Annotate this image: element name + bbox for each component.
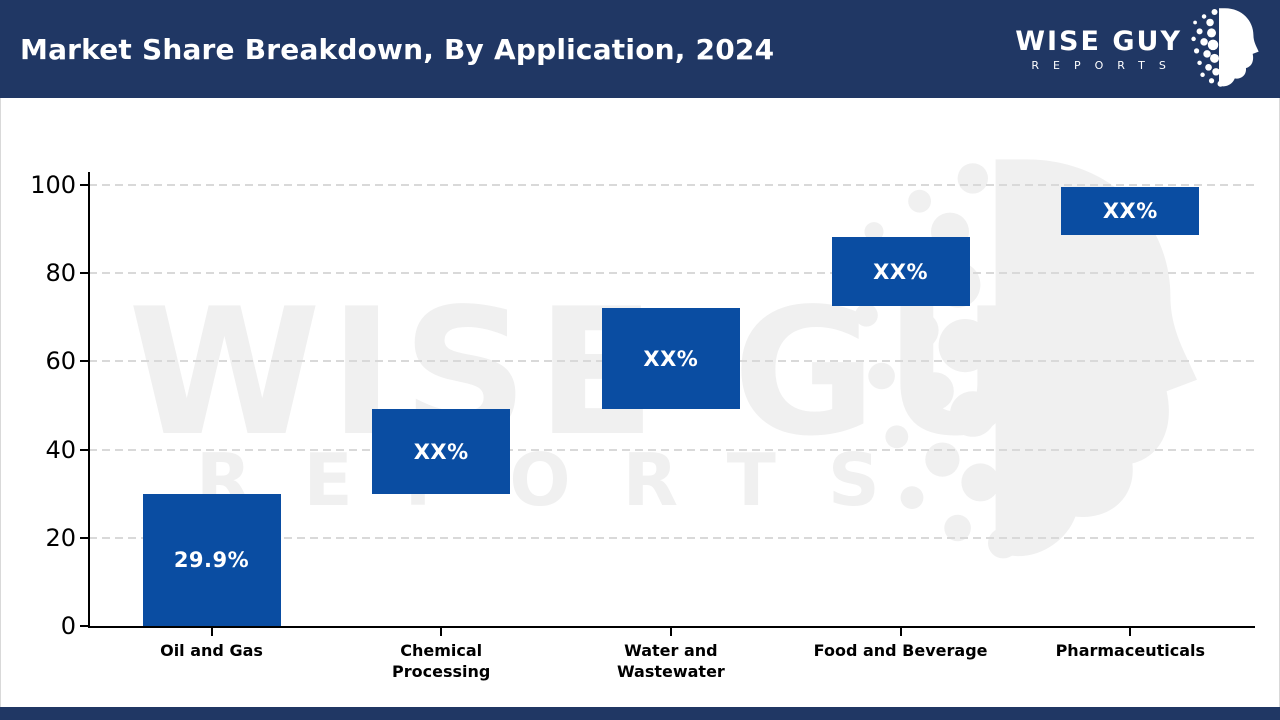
y-tick-mark	[80, 184, 89, 186]
page-border-left	[0, 0, 1, 720]
bar-food-and-beverage: XX%	[831, 237, 970, 307]
x-category-label-line: Water and	[624, 641, 718, 660]
y-tick-mark	[80, 360, 89, 363]
y-tick-label: 100	[30, 171, 76, 199]
y-tick-mark	[80, 448, 89, 451]
y-tick-mark	[80, 272, 89, 275]
y-tick-label: 60	[45, 347, 76, 376]
x-category-label: Oil and Gas	[92, 640, 332, 661]
logo-brand-sub: REPORTS	[1031, 59, 1180, 72]
wise-guy-logo: WISE GUY REPORTS	[1015, 6, 1266, 92]
x-tick-mark	[210, 627, 213, 636]
header-bar: Market Share Breakdown, By Application, …	[0, 0, 1280, 98]
x-category-label-line: Processing	[392, 662, 491, 681]
x-category-label: Food and Beverage	[781, 640, 1021, 661]
bar-value-label: XX%	[413, 439, 469, 464]
y-tick-mark	[80, 536, 89, 539]
gridline-20	[89, 536, 1258, 539]
y-tick-label: 40	[45, 435, 76, 464]
x-tick-mark	[440, 627, 443, 636]
x-tick-mark	[1129, 627, 1132, 636]
logo-brand-name: WISE GUY	[1015, 26, 1182, 57]
bar-oil-and-gas: 29.9%	[142, 494, 281, 626]
bar-value-label: XX%	[1102, 199, 1158, 223]
gridline-80	[89, 272, 1258, 275]
y-tick-label: 20	[45, 523, 76, 552]
x-tick-mark	[669, 627, 672, 636]
y-tick-label: 0	[60, 612, 76, 640]
footer-bar	[0, 707, 1280, 720]
logo-text: WISE GUY REPORTS	[1015, 26, 1182, 72]
watermark-text-secondary: REPORTS	[196, 438, 932, 522]
x-category-label-line: Wastewater	[616, 662, 725, 681]
bar-chemical-processing: XX%	[372, 409, 511, 495]
gridline-40	[89, 448, 1258, 451]
y-tick-mark	[80, 625, 89, 627]
y-axis-line	[87, 172, 90, 628]
x-category-label-line: Chemical	[400, 641, 483, 660]
x-category-label: Pharmaceuticals	[1010, 640, 1250, 661]
bar-pharmaceuticals: XX%	[1061, 186, 1200, 236]
bar-value-label: XX%	[873, 259, 929, 284]
bar-value-label: XX%	[643, 346, 699, 371]
x-category-label: Chemical Processing	[321, 640, 561, 682]
y-tick-label: 80	[45, 259, 76, 288]
logo-face-icon	[1191, 8, 1259, 87]
x-axis-line	[87, 625, 1255, 628]
x-category-label-line: Food and Beverage	[813, 641, 988, 660]
x-category-label-line: Oil and Gas	[160, 641, 263, 660]
x-tick-mark	[899, 627, 902, 636]
x-category-label-line: Pharmaceuticals	[1055, 641, 1205, 660]
bar-water-and-wastewater: XX%	[601, 308, 740, 409]
page-title: Market Share Breakdown, By Application, …	[20, 32, 775, 66]
bar-value-label: 29.9%	[173, 548, 250, 573]
x-category-label: Water and Wastewater	[551, 640, 791, 682]
gridline-100	[89, 184, 1258, 186]
